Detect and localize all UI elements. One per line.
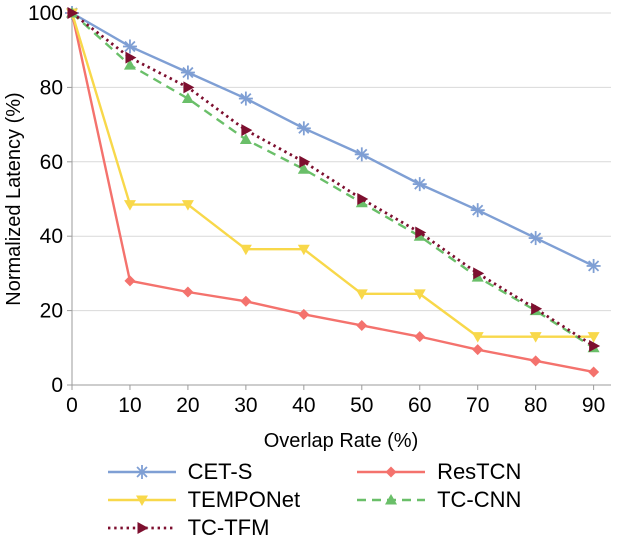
legend-item-tc-tfm: TC-TFM [106, 515, 300, 541]
legend-key-restcn-icon [357, 466, 426, 478]
y-tick-label: 80 [40, 76, 63, 99]
x-tick-label: 10 [118, 394, 141, 417]
legend-item-tc-cnn: TC-CNN [355, 487, 521, 513]
gridlines [72, 12, 611, 312]
y-axis-label: Normalized Latency (%) [3, 92, 25, 305]
legend-item-temponet: TEMPONet [106, 487, 300, 513]
legend-item-cet-s: CET-S [106, 459, 300, 485]
legend-label: TEMPONet [187, 487, 301, 512]
x-axis-ticks: 0 10 20 30 40 50 60 70 80 90 [66, 385, 605, 417]
legend-key-tc-cnn-icon [357, 494, 426, 505]
legend-key-tc-tfm-icon [107, 522, 176, 534]
series-tc-tfm [67, 7, 601, 352]
series-temponet [66, 8, 600, 343]
line-chart: Overlap Rate (%) Normalized Latency (%) … [3, 2, 611, 452]
x-tick-label: 30 [234, 394, 257, 417]
x-tick-label: 80 [524, 394, 547, 417]
legend-key-cet-s-icon [107, 465, 176, 479]
y-tick-label: 20 [40, 300, 63, 323]
y-tick-label: 0 [51, 374, 63, 397]
legend-label: CET-S [187, 459, 253, 484]
y-axis-ticks: 0 20 40 60 80 100 [28, 2, 72, 397]
legend-label: ResTCN [437, 459, 522, 484]
x-tick-label: 20 [176, 394, 199, 417]
axes [71, 8, 611, 386]
series-restcn [66, 7, 600, 378]
y-tick-label: 60 [40, 151, 63, 174]
y-tick-label: 40 [40, 225, 63, 248]
x-tick-label: 90 [582, 394, 605, 417]
legend-key-temponet-icon [107, 495, 176, 506]
x-tick-label: 50 [350, 394, 373, 417]
x-tick-label: 60 [408, 394, 431, 417]
legend: CET-S ResTCN TEMPONet TC-CNN TC-TFM [0, 459, 627, 541]
x-tick-label: 40 [292, 394, 315, 417]
x-axis-label: Overlap Rate (%) [264, 430, 419, 452]
y-tick-label: 100 [28, 2, 63, 25]
legend-label: TC-TFM [187, 515, 270, 540]
x-tick-label: 70 [466, 394, 489, 417]
x-tick-label: 0 [66, 394, 78, 417]
legend-label: TC-CNN [437, 487, 522, 512]
legend-item-restcn: ResTCN [355, 459, 521, 485]
series-cet-s [65, 6, 601, 273]
